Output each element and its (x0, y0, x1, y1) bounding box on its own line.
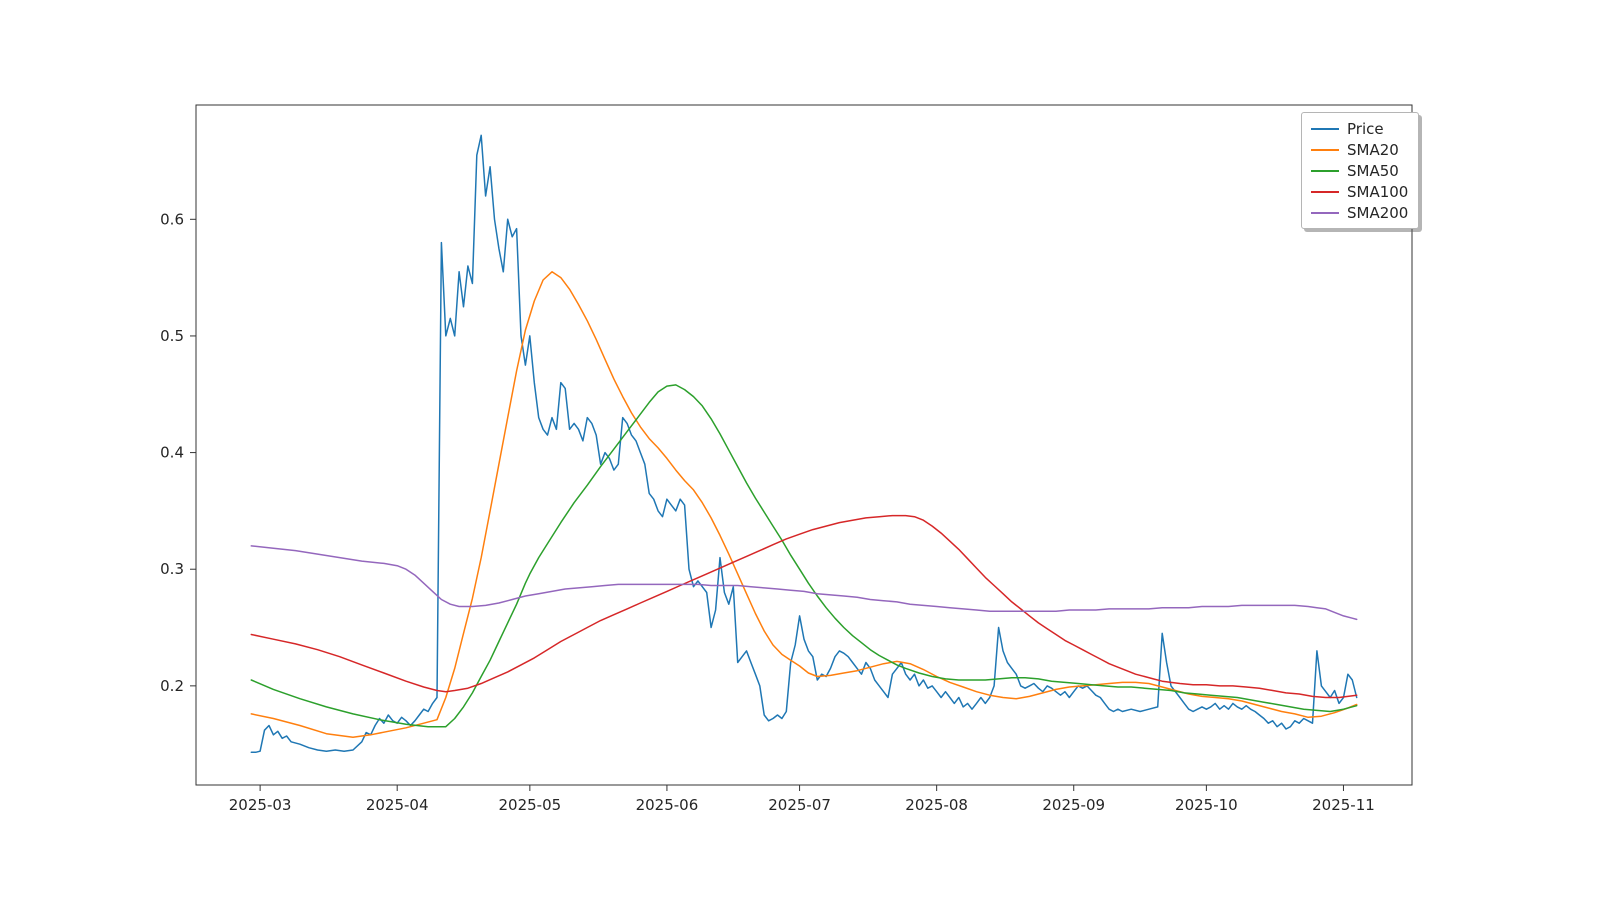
x-tick-label: 2025-10 (1175, 796, 1238, 814)
x-tick-label: 2025-06 (636, 796, 699, 814)
y-tick-label: 0.6 (160, 210, 184, 228)
legend-label-sma100: SMA100 (1347, 182, 1409, 201)
x-tick-label: 2025-11 (1312, 796, 1375, 814)
y-tick-label: 0.4 (160, 444, 184, 462)
x-tick-label: 2025-03 (229, 796, 292, 814)
legend-item-sma200: SMA200 (1311, 203, 1409, 222)
axes-box (195, 104, 1413, 786)
x-tick-label: 2025-08 (905, 796, 968, 814)
legend-label-sma20: SMA20 (1347, 140, 1399, 159)
legend-swatch-sma50 (1311, 169, 1339, 172)
price-line (250, 134, 1358, 754)
legend-swatch-sma20 (1311, 148, 1339, 151)
legend-item-sma100: SMA100 (1311, 182, 1409, 201)
sma50-line (250, 384, 1358, 728)
sma200-line (250, 545, 1358, 621)
sma20-line (250, 271, 1358, 738)
y-tick-label: 0.5 (160, 327, 184, 345)
legend-item-sma20: SMA20 (1311, 140, 1408, 159)
legend-label-sma200: SMA200 (1347, 203, 1409, 222)
x-tick-label: 2025-09 (1042, 796, 1105, 814)
y-tick-label: 0.3 (160, 560, 184, 578)
legend-swatch-price (1311, 127, 1339, 130)
legend-swatch-sma100 (1311, 190, 1339, 193)
legend-swatch-sma200 (1311, 211, 1339, 214)
legend: Price SMA20 SMA50 SMA100 SMA200 (1301, 112, 1420, 229)
legend-label-sma50: SMA50 (1347, 161, 1399, 180)
x-tick-label: 2025-07 (768, 796, 831, 814)
legend-label-price: Price (1347, 119, 1384, 138)
legend-item-sma50: SMA50 (1311, 161, 1408, 180)
y-tick-label: 0.2 (160, 677, 184, 695)
legend-item-price: Price (1311, 119, 1408, 138)
x-tick-label: 2025-05 (499, 796, 562, 814)
x-tick-label: 2025-04 (366, 796, 429, 814)
sma100-line (250, 514, 1358, 699)
